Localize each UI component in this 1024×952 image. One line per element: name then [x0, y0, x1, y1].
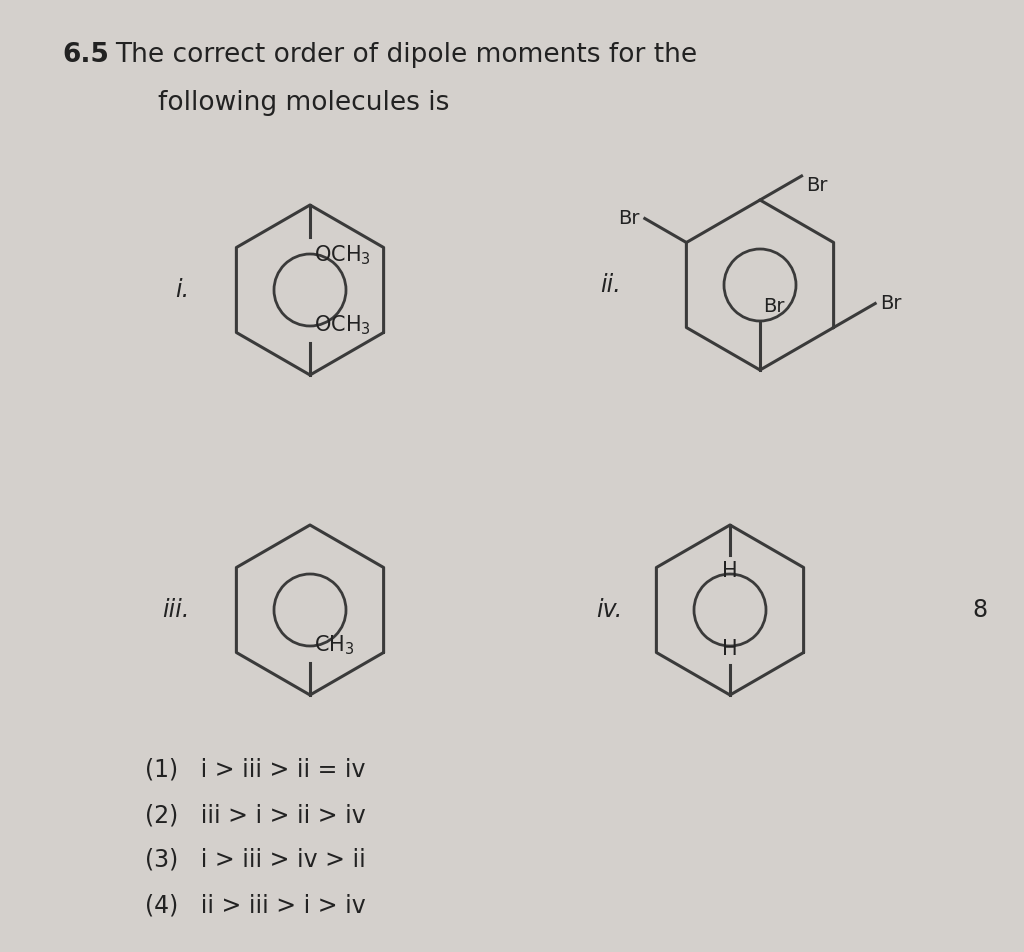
Text: (4)   ii > iii > i > iv: (4) ii > iii > i > iv	[145, 893, 366, 917]
Text: ii.: ii.	[600, 273, 621, 297]
Text: iii.: iii.	[162, 598, 189, 622]
Text: (1)   i > iii > ii = iv: (1) i > iii > ii = iv	[145, 758, 366, 782]
Text: Br: Br	[807, 176, 828, 195]
Text: (3)   i > iii > iv > ii: (3) i > iii > iv > ii	[145, 848, 366, 872]
Text: i.: i.	[175, 278, 189, 302]
Text: (2)   iii > i > ii > iv: (2) iii > i > ii > iv	[145, 803, 366, 827]
Text: Br: Br	[763, 297, 784, 316]
Text: CH$_3$: CH$_3$	[314, 633, 354, 657]
Text: following molecules is: following molecules is	[158, 90, 450, 116]
Text: Br: Br	[618, 209, 640, 228]
Text: H: H	[722, 561, 738, 581]
Text: The correct order of dipole moments for the: The correct order of dipole moments for …	[115, 42, 697, 68]
Text: 6.5: 6.5	[62, 42, 109, 68]
Text: Br: Br	[881, 294, 902, 313]
Text: iv.: iv.	[596, 598, 623, 622]
Text: OCH$_3$: OCH$_3$	[314, 243, 371, 267]
Text: OCH$_3$: OCH$_3$	[314, 313, 371, 337]
Text: H: H	[722, 639, 738, 659]
Text: 8: 8	[973, 598, 987, 622]
